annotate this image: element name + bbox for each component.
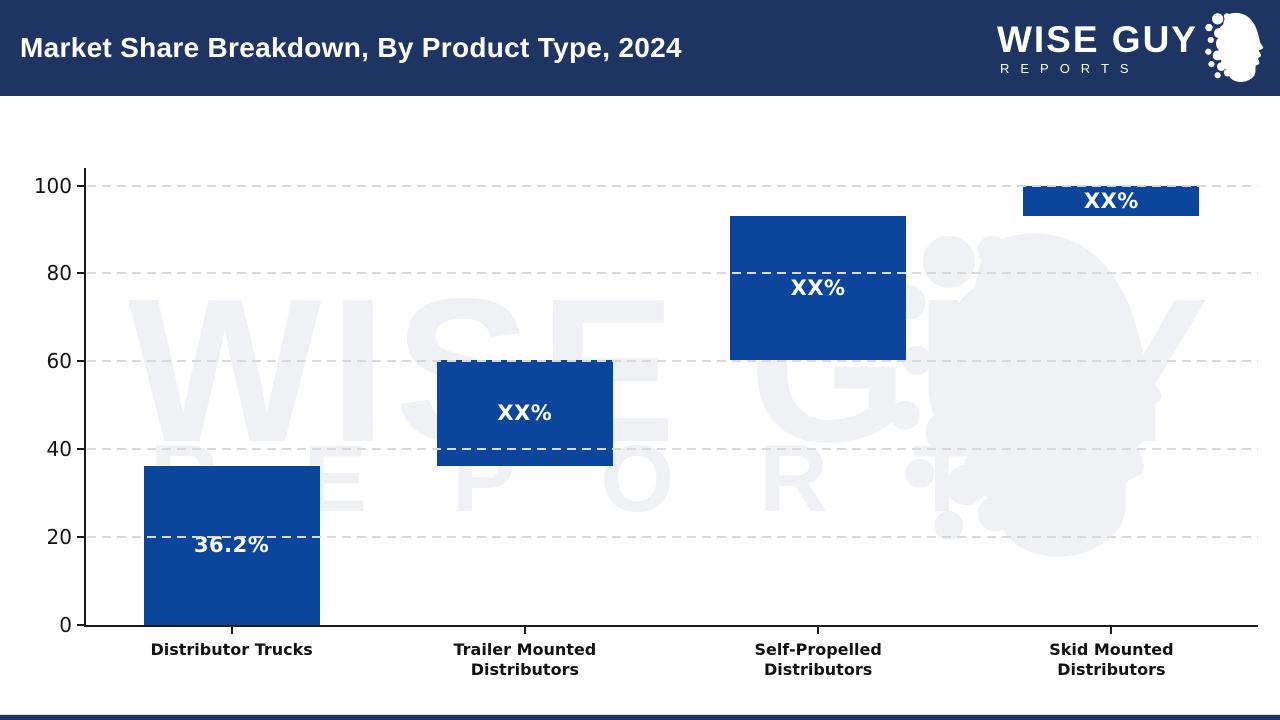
y-tick-mark bbox=[77, 536, 84, 539]
x-axis bbox=[84, 625, 1258, 627]
brand-logo: WISE GUY REPORTS bbox=[997, 10, 1280, 86]
bar-segment: XX% bbox=[730, 216, 907, 361]
bar-segment: 36.2% bbox=[143, 465, 320, 625]
y-tick-label: 60 bbox=[46, 349, 72, 374]
y-tick-mark bbox=[77, 184, 84, 187]
y-tick-label: 100 bbox=[33, 173, 72, 198]
x-category-label: Skid Mounted Distributors bbox=[1049, 640, 1174, 679]
bar-value-label: XX% bbox=[497, 400, 553, 425]
footer-hairline bbox=[0, 714, 1280, 715]
page-title: Market Share Breakdown, By Product Type,… bbox=[20, 32, 682, 63]
y-tick-label: 80 bbox=[46, 261, 72, 286]
y-tick-mark bbox=[77, 360, 84, 363]
x-tick-mark bbox=[523, 627, 526, 634]
x-tick-mark bbox=[230, 627, 233, 634]
gridline-80 bbox=[87, 272, 1258, 275]
y-tick-label: 20 bbox=[46, 525, 72, 550]
gridline-60 bbox=[87, 360, 1258, 363]
x-tick-mark bbox=[817, 627, 820, 634]
brand-head-icon bbox=[1205, 12, 1264, 82]
x-category-label: Self-Propelled Distributors bbox=[754, 640, 882, 679]
brand-subtitle: REPORTS bbox=[999, 61, 1140, 76]
x-category-label: Distributor Trucks bbox=[150, 640, 313, 659]
y-tick-label: 0 bbox=[59, 613, 72, 637]
brand-text: WISE GUY REPORTS bbox=[997, 21, 1198, 75]
watermark-head-icon bbox=[890, 233, 1162, 557]
y-tick-mark bbox=[77, 272, 84, 275]
x-category-label: Trailer Mounted Distributors bbox=[453, 640, 597, 679]
footer-bar bbox=[0, 715, 1280, 720]
bar-value-label: XX% bbox=[790, 276, 846, 301]
gridline-100 bbox=[87, 184, 1258, 187]
brand-name: WISE GUY bbox=[996, 19, 1198, 60]
y-tick-label: 40 bbox=[46, 437, 72, 462]
y-tick-mark bbox=[77, 624, 84, 626]
y-axis bbox=[84, 168, 86, 627]
bar-value-label: XX% bbox=[1083, 188, 1139, 213]
gridline-20 bbox=[87, 536, 1258, 539]
gridline-40 bbox=[87, 448, 1258, 451]
bar-segment: XX% bbox=[1023, 185, 1200, 217]
header-banner: Market Share Breakdown, By Product Type,… bbox=[0, 0, 1280, 96]
y-tick-mark bbox=[77, 448, 84, 451]
x-tick-mark bbox=[1110, 627, 1113, 634]
